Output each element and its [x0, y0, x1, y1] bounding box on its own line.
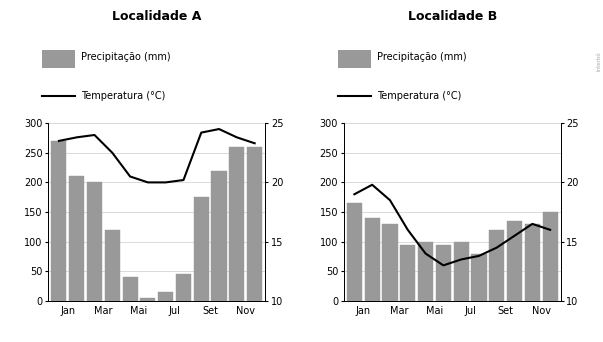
Bar — [418, 242, 433, 301]
Text: Precipitação (mm): Precipitação (mm) — [81, 52, 171, 63]
Text: Precipitação (mm): Precipitação (mm) — [377, 52, 467, 63]
Bar — [140, 298, 156, 301]
Bar — [176, 274, 191, 301]
Text: Interbô: Interbô — [597, 52, 602, 71]
Text: Temperatura (°C): Temperatura (°C) — [81, 91, 166, 101]
Bar — [51, 141, 66, 301]
Bar — [400, 245, 415, 301]
Bar — [194, 197, 209, 301]
Bar — [472, 253, 487, 301]
Bar — [436, 245, 451, 301]
Bar — [347, 203, 362, 301]
Bar — [87, 182, 102, 301]
Bar — [158, 292, 173, 301]
Bar — [229, 147, 244, 301]
Text: Temperatura (°C): Temperatura (°C) — [377, 91, 461, 101]
Bar — [453, 242, 469, 301]
Bar — [247, 147, 262, 301]
Bar — [365, 218, 380, 301]
Bar — [105, 230, 120, 301]
Text: Localidade A: Localidade A — [112, 10, 201, 23]
Bar — [212, 171, 227, 301]
Bar — [489, 230, 504, 301]
Bar — [543, 212, 558, 301]
Text: Localidade B: Localidade B — [408, 10, 497, 23]
Bar — [382, 224, 397, 301]
Bar — [507, 221, 522, 301]
Bar — [525, 224, 540, 301]
Bar — [122, 277, 137, 301]
Bar — [69, 176, 84, 301]
